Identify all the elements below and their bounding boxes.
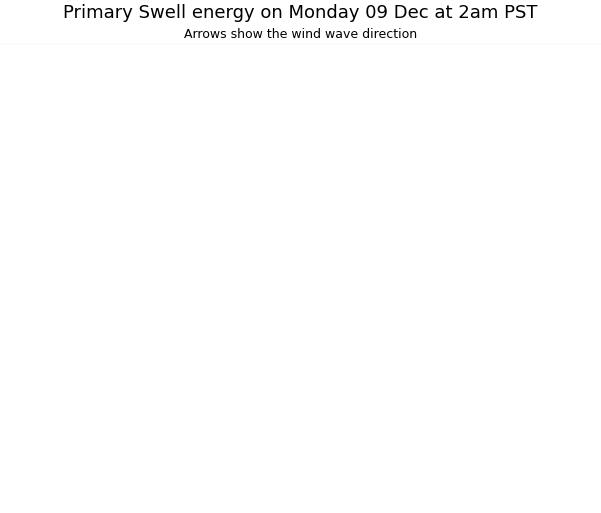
Text: cartopy not available: cartopy not available (213, 269, 388, 287)
Text: Arrows show the wind wave direction: Arrows show the wind wave direction (184, 28, 417, 41)
Text: Primary Swell energy on Monday 09 Dec at 2am PST: Primary Swell energy on Monday 09 Dec at… (63, 4, 538, 22)
